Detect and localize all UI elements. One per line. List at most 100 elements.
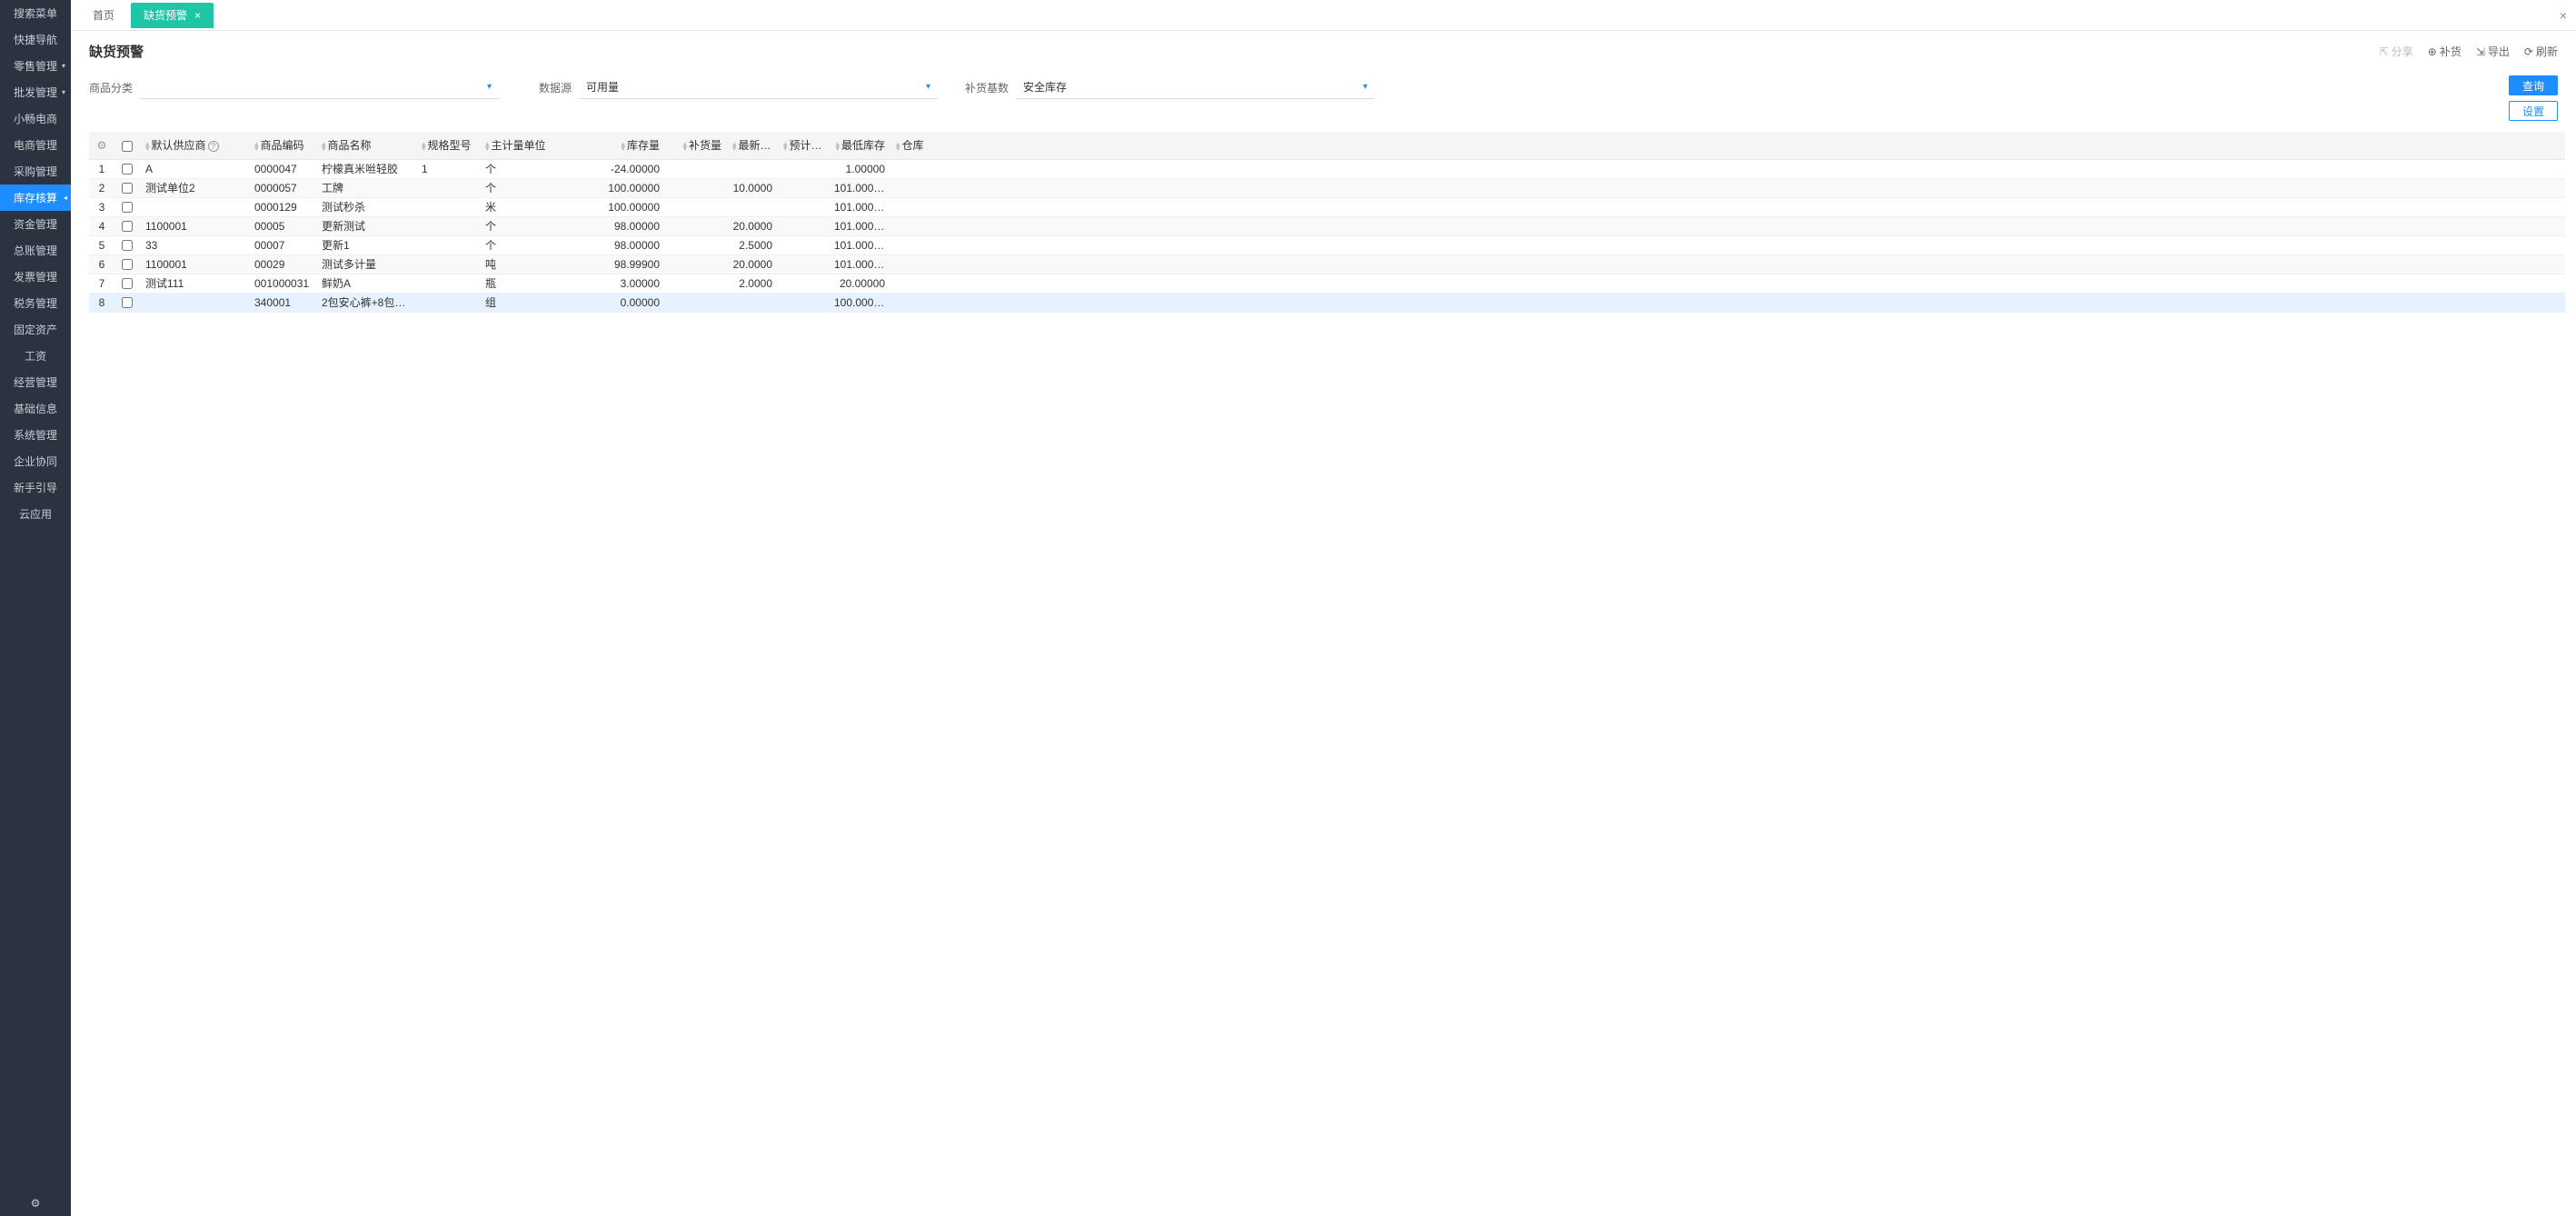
sidebar-item-14[interactable]: 经营管理 — [0, 369, 71, 395]
replenish-icon: ⊕ — [2428, 45, 2437, 58]
cell-spec — [416, 216, 480, 235]
sidebar-item-11[interactable]: 税务管理 — [0, 290, 71, 316]
sidebar-item-5[interactable]: 电商管理 — [0, 132, 71, 158]
sidebar-item-18[interactable]: 新手引导 — [0, 474, 71, 501]
row-checkbox-cell — [114, 274, 140, 293]
column-unit[interactable]: ▴▾主计量单位 — [480, 132, 598, 159]
row-checkbox[interactable] — [122, 259, 133, 270]
row-checkbox[interactable] — [122, 240, 133, 251]
sidebar-item-9[interactable]: 总账管理 — [0, 237, 71, 264]
tab-home-label: 首页 — [93, 7, 114, 23]
column-replenish[interactable]: ▴▾补货量 — [665, 132, 727, 159]
column-settings[interactable]: ⚙ — [89, 132, 114, 159]
column-forecast[interactable]: ▴▾预计采购... — [778, 132, 829, 159]
column-name[interactable]: ▴▾商品名称 — [316, 132, 416, 159]
sidebar-item-7[interactable]: 库存核算◂ — [0, 184, 71, 211]
export-icon: ⇲ — [2476, 45, 2485, 58]
column-stock[interactable]: ▴▾库存量 — [598, 132, 665, 159]
cell-unit: 米 — [480, 197, 598, 216]
cell-unit: 个 — [480, 159, 598, 178]
cell-spec — [416, 178, 480, 197]
tab-active-label: 缺货预警 — [144, 7, 187, 23]
settings-label: 设置 — [2522, 104, 2544, 119]
cell-forecast — [778, 274, 829, 293]
sidebar-item-label: 税务管理 — [14, 295, 57, 311]
category-select[interactable]: ▾ — [140, 75, 499, 99]
column-code[interactable]: ▴▾商品编码 — [249, 132, 316, 159]
cell-spec — [416, 235, 480, 254]
cell-stock: 100.00000 — [598, 178, 665, 197]
sidebar-item-13[interactable]: 工资 — [0, 343, 71, 369]
settings-button[interactable]: 设置 — [2509, 101, 2558, 121]
select-all-checkbox[interactable] — [122, 141, 133, 152]
cell-forecast — [778, 293, 829, 312]
table-row[interactable]: 2测试单位20000057工牌个100.0000010.0000101.0000… — [89, 178, 2565, 197]
sidebar-item-12[interactable]: 固定资产 — [0, 316, 71, 343]
column-select-all[interactable] — [114, 132, 140, 159]
column-supplier[interactable]: ▴▾默认供应商? — [140, 132, 249, 159]
table-row[interactable]: 4110000100005更新测试个98.0000020.0000101.000… — [89, 216, 2565, 235]
cell-code: 0000057 — [249, 178, 316, 197]
row-checkbox[interactable] — [122, 278, 133, 289]
sidebar-item-0[interactable]: 搜索菜单 — [0, 0, 71, 26]
refresh-button[interactable]: ⟳ 刷新 — [2524, 44, 2558, 59]
table-container: ⚙ ▴▾默认供应商? ▴▾商品编码 ▴▾商品名称 ▴▾规格型号 ▴▾主计量单位 … — [71, 132, 2576, 1216]
cell-name: 鲜奶A — [316, 274, 416, 293]
row-checkbox[interactable] — [122, 221, 133, 232]
sidebar-item-label: 基础信息 — [14, 401, 57, 416]
tab-home[interactable]: 首页 — [80, 3, 127, 28]
row-index: 3 — [89, 197, 114, 216]
caret-down-icon: ▾ — [62, 62, 65, 70]
sidebar-item-15[interactable]: 基础信息 — [0, 395, 71, 422]
row-checkbox[interactable] — [122, 202, 133, 213]
column-spec[interactable]: ▴▾规格型号 — [416, 132, 480, 159]
sidebar-item-3[interactable]: 批发管理 ▾ — [0, 79, 71, 105]
cell-forecast — [778, 254, 829, 274]
sidebar-item-4[interactable]: 小畅电商 — [0, 105, 71, 132]
datasource-select[interactable]: 可用量 ▾ — [579, 75, 938, 99]
table-row[interactable]: 53300007更新1个98.000002.5000101.00000 — [89, 235, 2565, 254]
sidebar-settings[interactable]: ⚙ — [0, 1191, 71, 1216]
cell-name: 测试秒杀 — [316, 197, 416, 216]
table-row[interactable]: 83400012包安心裤+8包厨房湿巾组0.00000100.00000 — [89, 293, 2565, 312]
sidebar-item-1[interactable]: 快捷导航 — [0, 26, 71, 53]
cell-price: 10.0000 — [727, 178, 778, 197]
sidebar-item-2[interactable]: 零售管理▾ — [0, 53, 71, 79]
close-all-tabs-icon[interactable]: × — [2560, 8, 2567, 23]
caret-down-icon: ▾ — [62, 88, 65, 96]
column-warehouse[interactable]: ▴▾仓库 — [890, 132, 2565, 159]
sidebar-item-6[interactable]: 采购管理 — [0, 158, 71, 184]
query-button[interactable]: 查询 — [2509, 75, 2558, 95]
cell-price: 2.0000 — [727, 274, 778, 293]
row-checkbox[interactable] — [122, 183, 133, 194]
column-price[interactable]: ▴▾最新进价 — [727, 132, 778, 159]
replenish-button[interactable]: ⊕ 补货 — [2428, 44, 2462, 59]
sidebar-item-8[interactable]: 资金管理 — [0, 211, 71, 237]
row-checkbox[interactable] — [122, 164, 133, 174]
basis-label: 补货基数 — [965, 80, 1009, 95]
table-row[interactable]: 30000129测试秒杀米100.00000101.00000 — [89, 197, 2565, 216]
cell-replenish — [665, 159, 727, 178]
table-row[interactable]: 6110000100029测试多计量吨98.9990020.0000101.00… — [89, 254, 2565, 274]
cell-unit: 组 — [480, 293, 598, 312]
basis-select[interactable]: 安全库存 ▾ — [1016, 75, 1375, 99]
table-row[interactable]: 1A0000047柠檬真米咝轻胶1个-24.000001.00000 — [89, 159, 2565, 178]
row-checkbox[interactable] — [122, 297, 133, 308]
cell-warehouse — [890, 235, 2565, 254]
tab-active[interactable]: 缺货预警 × — [131, 3, 214, 28]
sidebar-item-19[interactable]: 云应用 — [0, 501, 71, 527]
sidebar-item-10[interactable]: 发票管理 — [0, 264, 71, 290]
export-button[interactable]: ⇲ 导出 — [2476, 44, 2510, 59]
close-icon[interactable]: × — [194, 9, 201, 22]
column-minstock[interactable]: ▴▾最低库存 — [829, 132, 890, 159]
row-checkbox-cell — [114, 159, 140, 178]
cell-price: 2.5000 — [727, 235, 778, 254]
sidebar-item-label: 批发管理 — [14, 85, 57, 100]
sidebar-item-label: 采购管理 — [14, 164, 57, 179]
table-row[interactable]: 7测试111001000031鲜奶A瓶3.000002.000020.00000 — [89, 274, 2565, 293]
help-icon[interactable]: ? — [208, 141, 219, 152]
sidebar-item-17[interactable]: 企业协同 — [0, 448, 71, 474]
sidebar-item-16[interactable]: 系统管理 — [0, 422, 71, 448]
cell-code: 00029 — [249, 254, 316, 274]
cell-code: 00005 — [249, 216, 316, 235]
